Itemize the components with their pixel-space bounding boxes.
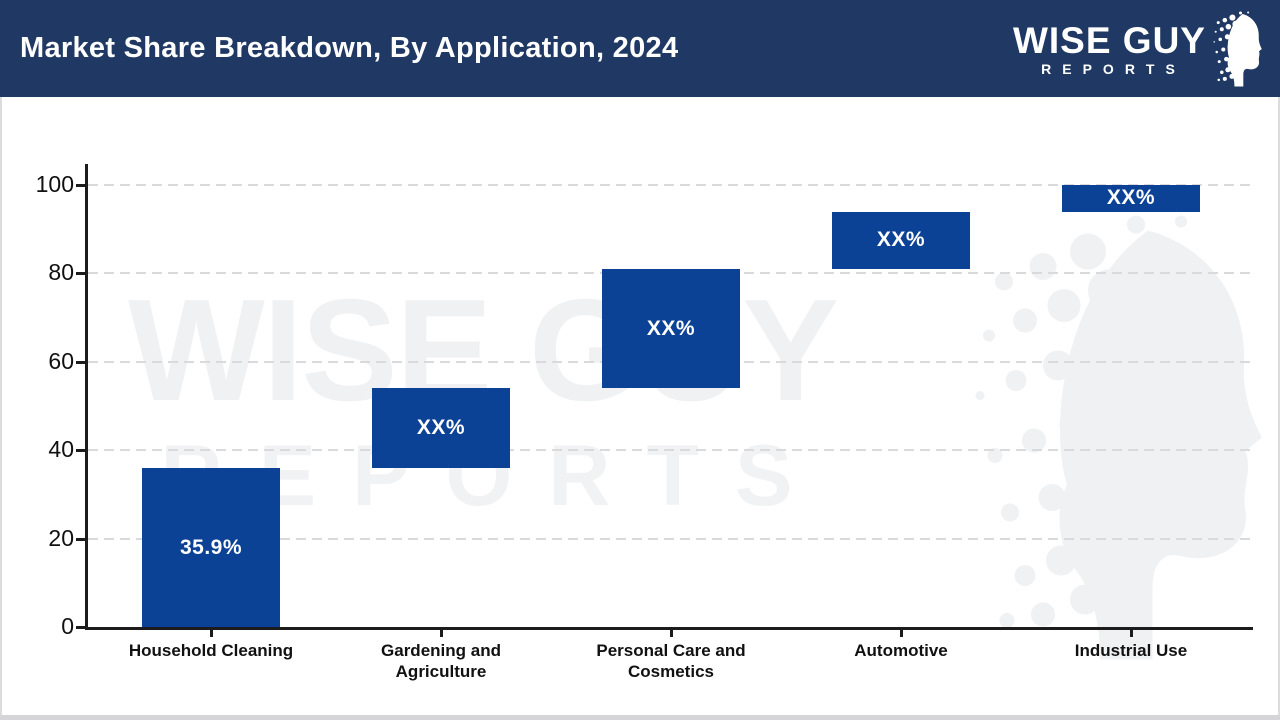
bar: XX% [832, 211, 970, 269]
y-tick-mark [76, 184, 85, 187]
logo-text: WISE GUY REPORTS [1013, 22, 1206, 76]
y-tick-label: 20 [48, 524, 74, 551]
logo-subtitle: REPORTS [1041, 61, 1186, 77]
x-category-label: Personal Care and Cosmetics [596, 641, 746, 681]
plot-area: 0 20 40 60 80 100 35.9% Household Cleaning XX% Ga… [36, 164, 1253, 681]
bar-value-label: XX% [646, 316, 696, 340]
x-tick-mark [439, 627, 443, 637]
bar: XX% [372, 388, 510, 469]
wiseguy-head-icon [1210, 11, 1266, 87]
bar-value-label: XX% [1106, 186, 1156, 210]
y-tick-mark [76, 272, 85, 276]
x-axis-line [85, 627, 1253, 630]
y-tick-mark [76, 626, 85, 629]
bar-value-label: XX% [416, 416, 466, 440]
bar-value-label: XX% [876, 228, 926, 252]
page-title: Market Share Breakdown, By Application, … [20, 32, 679, 64]
logo-wordmark: WISE GUY [1012, 20, 1206, 61]
y-tick-mark [76, 449, 85, 453]
y-tick-mark [76, 360, 85, 364]
bar-value-label: 35.9% [179, 535, 243, 559]
gridline [88, 537, 1253, 540]
x-category-label: Automotive [854, 641, 948, 660]
y-axis-line [85, 164, 88, 630]
bar: 35.9% [142, 468, 280, 627]
header: Market Share Breakdown, By Application, … [0, 0, 1280, 97]
x-tick-mark [1129, 627, 1133, 637]
wiseguy-logo: WISE GUY REPORTS [1013, 8, 1266, 90]
gridline [88, 449, 1253, 452]
gridline [88, 184, 1253, 186]
bottom-border [0, 715, 1280, 720]
y-tick-label: 100 [35, 171, 74, 197]
bar: XX% [1062, 185, 1200, 212]
x-tick-mark [899, 627, 903, 637]
x-tick-mark [209, 627, 213, 637]
bar: XX% [602, 268, 740, 389]
y-tick-label: 60 [48, 347, 74, 374]
x-category-label: Household Cleaning [128, 641, 294, 660]
y-tick-label: 0 [61, 613, 74, 639]
y-tick-mark [76, 537, 85, 541]
y-tick-label: 40 [48, 436, 74, 463]
x-tick-mark [669, 627, 673, 637]
y-tick-label: 80 [48, 259, 74, 286]
x-category-label: Gardening and Agriculture [381, 641, 501, 681]
x-category-label: Industrial Use [1074, 641, 1188, 660]
